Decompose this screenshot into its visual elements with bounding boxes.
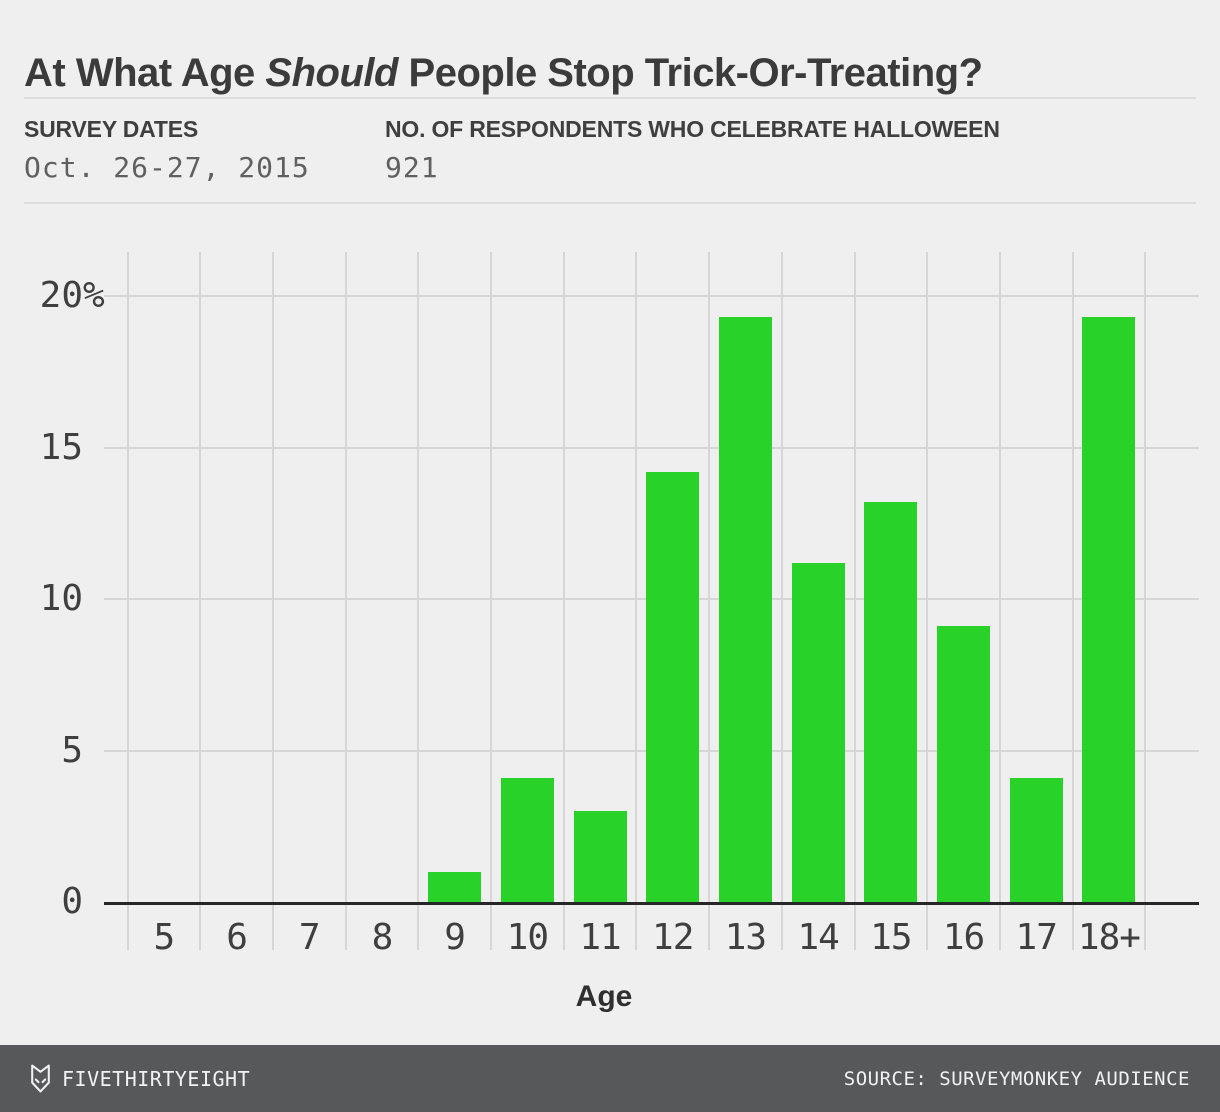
- gridline-vertical: [853, 252, 856, 950]
- brand-wordmark: FIVETHIRTYEIGHT: [62, 1066, 251, 1091]
- x-tick-label-9: 9: [444, 917, 466, 958]
- title-part-post: People Stop Trick-Or-Treating?: [397, 50, 983, 95]
- x-tick-label-18+: 18+: [1077, 917, 1141, 958]
- gridline-horizontal: [104, 446, 1199, 449]
- fivethirtyeight-fox-logo-icon: [31, 1064, 50, 1093]
- bar-age-12: [646, 471, 700, 902]
- y-tick-suffix: [83, 731, 104, 771]
- bar-age-17: [1009, 777, 1063, 902]
- x-tick-label-10: 10: [506, 917, 549, 958]
- bar-age-15: [864, 502, 918, 902]
- gridline-vertical: [1144, 252, 1147, 950]
- gridline-vertical: [1071, 252, 1074, 950]
- y-tick-number: 0: [61, 881, 83, 922]
- y-tick-label-20: 20%: [0, 275, 105, 316]
- y-tick-number: 15: [39, 426, 83, 468]
- header-divider-top: [24, 97, 1196, 99]
- gridline-vertical: [780, 252, 783, 950]
- title-part-pre: At What Age: [24, 50, 266, 95]
- bar-age-11: [573, 811, 627, 902]
- bar-age-18+: [1082, 317, 1136, 902]
- x-tick-label-8: 8: [371, 917, 394, 958]
- x-tick-label-6: 6: [226, 917, 248, 958]
- y-tick-suffix: [83, 882, 104, 922]
- title-part-italic: Should: [265, 50, 398, 95]
- header-divider-bottom: [24, 202, 1196, 204]
- x-axis-line: [104, 902, 1199, 905]
- y-tick-label-10: 10: [0, 579, 104, 619]
- bar-age-9: [428, 871, 482, 902]
- x-tick-label-7: 7: [298, 917, 321, 958]
- bar-age-16: [937, 626, 991, 902]
- survey-dates-value: Oct. 26-27, 2015: [24, 151, 310, 184]
- x-tick-label-15: 15: [870, 917, 912, 958]
- gridline-vertical: [344, 252, 347, 950]
- y-tick-label-15: 15: [0, 426, 104, 468]
- gridline-vertical: [417, 252, 420, 950]
- bar-age-14: [791, 562, 845, 902]
- source-credit: SOURCE: SURVEYMONKEY AUDIENCE: [843, 1067, 1190, 1090]
- bar-age-13: [718, 317, 772, 902]
- gridline-vertical: [926, 252, 929, 950]
- x-tick-label-16: 16: [942, 917, 985, 958]
- y-tick-number: 5: [61, 729, 83, 771]
- x-tick-label-17: 17: [1015, 917, 1058, 958]
- footer-bar: FIVETHIRTYEIGHT SOURCE: SURVEYMONKEY AUD…: [0, 1045, 1220, 1112]
- bar-age-10: [500, 777, 554, 902]
- gridline-vertical: [562, 252, 565, 950]
- page-title: At What Age Should People Stop Trick-Or-…: [24, 47, 1204, 99]
- x-axis-title: Age: [575, 980, 633, 1013]
- gridline-vertical: [271, 252, 274, 950]
- gridline-vertical: [708, 252, 711, 950]
- y-tick-label-0: 0: [0, 882, 104, 922]
- y-tick-suffix: [83, 579, 104, 619]
- gridline-vertical: [199, 252, 202, 950]
- gridline-vertical: [490, 252, 492, 950]
- fivethirtyeight-brand: FIVETHIRTYEIGHT: [30, 1064, 250, 1093]
- y-tick-suffix: %: [83, 275, 105, 316]
- y-tick-suffix: [83, 428, 104, 468]
- x-tick-label-14: 14: [797, 917, 839, 958]
- x-tick-label-5: 5: [153, 917, 176, 958]
- respondents-value: 921: [385, 151, 439, 184]
- gridline-vertical: [126, 252, 129, 950]
- gridline-vertical: [998, 252, 1001, 950]
- survey-dates-label: SURVEY DATES: [24, 116, 198, 142]
- x-tick-label-12: 12: [652, 917, 694, 958]
- y-tick-number: 20: [39, 275, 83, 316]
- gridline-horizontal: [104, 295, 1199, 297]
- x-tick-label-13: 13: [724, 917, 767, 958]
- x-tick-label-11: 11: [579, 917, 621, 958]
- gridline-vertical: [635, 252, 638, 950]
- y-tick-number: 10: [39, 578, 83, 619]
- respondents-label: NO. OF RESPONDENTS WHO CELEBRATE HALLOWE…: [385, 116, 1000, 142]
- y-tick-label-5: 5: [0, 729, 104, 771]
